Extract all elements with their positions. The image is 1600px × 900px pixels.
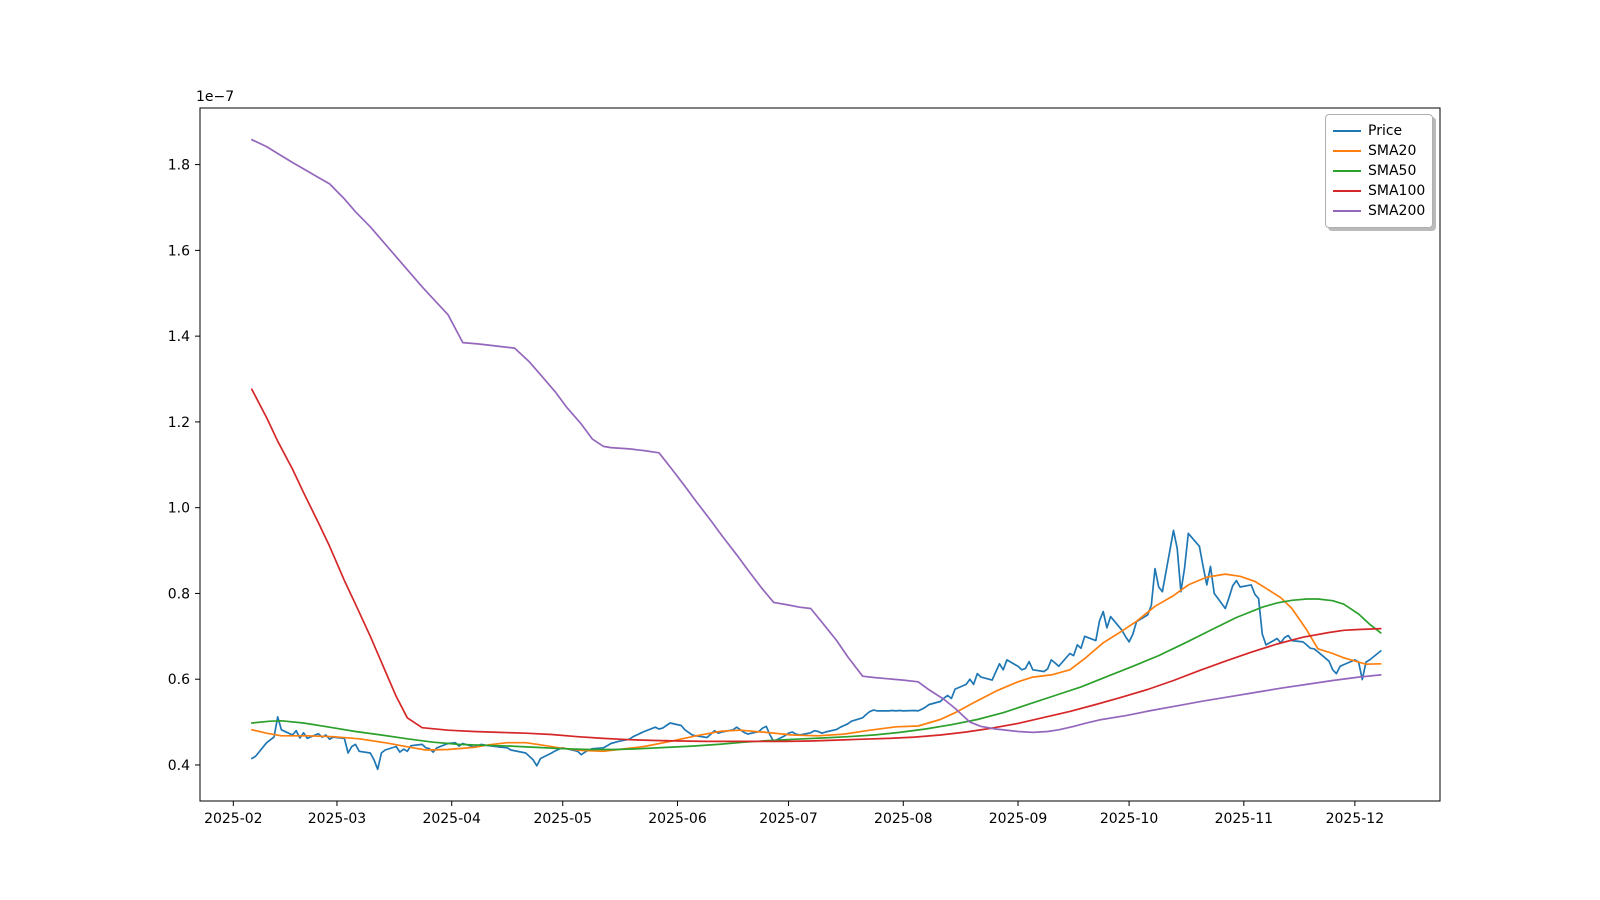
y-tick-label: 1.2 (168, 415, 190, 431)
legend-entry-sma100: SMA100 (1333, 181, 1425, 201)
price-legend-line-sample (1333, 130, 1361, 132)
x-tick-label: 2025-05 (533, 811, 592, 827)
legend-entry-sma200: SMA200 (1333, 201, 1425, 221)
legend-entry-sma20: SMA20 (1333, 141, 1425, 161)
x-tick-label: 2025-06 (648, 811, 707, 827)
price-line (250, 529, 1382, 771)
sma50-line (250, 598, 1382, 751)
legend-label: SMA200 (1368, 203, 1426, 219)
x-tick-label: 2025-10 (1100, 811, 1159, 827)
y-tick-label: 1.4 (168, 329, 190, 345)
y-tick-label: 1.0 (168, 501, 190, 517)
x-tick-label: 2025-08 (874, 811, 933, 827)
x-tick-label: 2025-11 (1215, 811, 1274, 827)
sma50-legend-line-sample (1333, 170, 1361, 172)
sma200-legend-line-sample (1333, 210, 1361, 212)
x-tick-label: 2025-02 (204, 811, 263, 827)
x-tick-label: 2025-04 (422, 811, 481, 827)
y-tick-label: 0.8 (168, 586, 190, 602)
sma200-line (250, 138, 1382, 734)
legend-entry-sma50: SMA50 (1333, 161, 1425, 181)
sma20-legend-line-sample (1333, 150, 1361, 152)
legend-label: SMA100 (1368, 183, 1426, 199)
x-tick-label: 2025-12 (1326, 811, 1385, 827)
sma100-line (250, 388, 1382, 743)
legend-label: SMA50 (1368, 163, 1417, 179)
legend-label: SMA20 (1368, 143, 1417, 159)
sma20-line (250, 573, 1382, 753)
y-tick-label: 1.6 (168, 243, 190, 259)
y-tick-label: 1.8 (168, 158, 190, 174)
y-tick-label: 0.6 (168, 672, 190, 688)
legend-label: Price (1368, 123, 1403, 139)
y-tick-label: 0.4 (168, 758, 190, 774)
legend-entry-price: Price (1333, 121, 1425, 141)
sma100-legend-line-sample (1333, 190, 1361, 192)
x-tick-label: 2025-03 (308, 811, 367, 827)
x-tick-label: 2025-09 (989, 811, 1048, 827)
plot-area-border (199, 107, 1441, 802)
legend: Price SMA20 SMA50 SMA100 SMA200 (1325, 114, 1434, 228)
x-tick-label: 2025-07 (759, 811, 818, 827)
y-axis-offset-label: 1e−7 (196, 89, 235, 105)
